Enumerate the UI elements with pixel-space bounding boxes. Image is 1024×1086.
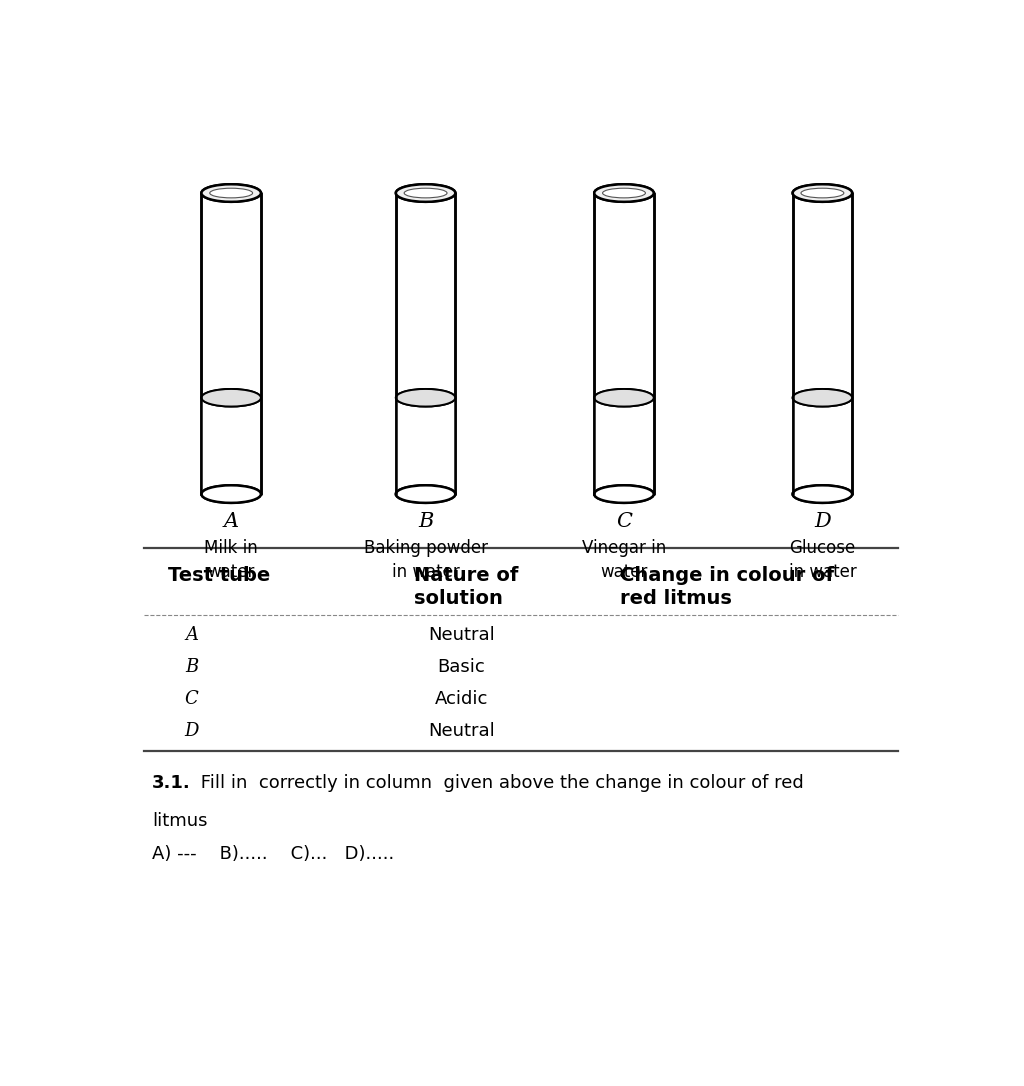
Bar <box>396 397 455 494</box>
Text: A: A <box>185 627 198 644</box>
Text: red litmus: red litmus <box>620 589 732 608</box>
Bar <box>594 193 653 494</box>
Ellipse shape <box>594 185 653 202</box>
Ellipse shape <box>801 188 844 198</box>
Text: Acidic: Acidic <box>434 690 488 708</box>
Bar <box>396 193 456 494</box>
Text: Neutral: Neutral <box>428 627 495 644</box>
Text: B: B <box>418 513 433 531</box>
Ellipse shape <box>793 389 852 406</box>
Ellipse shape <box>202 185 261 202</box>
Text: Nature of: Nature of <box>414 566 518 584</box>
Text: Basic: Basic <box>437 658 485 677</box>
Text: Milk in: Milk in <box>205 540 258 557</box>
Ellipse shape <box>202 485 261 503</box>
Ellipse shape <box>793 185 852 202</box>
Ellipse shape <box>594 185 653 202</box>
Ellipse shape <box>396 185 456 202</box>
Ellipse shape <box>396 485 456 503</box>
Text: Neutral: Neutral <box>428 722 495 740</box>
Text: water: water <box>600 563 648 581</box>
Ellipse shape <box>594 389 653 406</box>
Text: Glucose: Glucose <box>790 540 855 557</box>
Ellipse shape <box>396 185 456 202</box>
Bar <box>794 397 851 494</box>
Text: in water: in water <box>788 563 856 581</box>
Text: water: water <box>208 563 255 581</box>
Ellipse shape <box>800 188 845 199</box>
Text: Fill in  correctly in column  given above the change in colour of red: Fill in correctly in column given above … <box>196 774 804 792</box>
Ellipse shape <box>404 188 447 198</box>
Text: in water: in water <box>392 563 460 581</box>
Ellipse shape <box>403 188 447 199</box>
Ellipse shape <box>202 389 261 406</box>
Text: Vinegar in: Vinegar in <box>582 540 667 557</box>
Ellipse shape <box>793 485 852 503</box>
Bar <box>595 397 653 494</box>
Text: Test tube: Test tube <box>168 566 270 584</box>
Ellipse shape <box>793 485 852 503</box>
Ellipse shape <box>396 389 456 406</box>
Ellipse shape <box>793 389 852 406</box>
Ellipse shape <box>210 188 253 198</box>
Text: D: D <box>184 722 199 740</box>
Ellipse shape <box>202 185 261 202</box>
Bar <box>793 193 852 494</box>
Bar <box>202 397 260 494</box>
Ellipse shape <box>602 188 645 198</box>
Ellipse shape <box>793 185 852 202</box>
Text: D: D <box>814 513 830 531</box>
Text: solution: solution <box>414 589 503 608</box>
Ellipse shape <box>209 188 254 199</box>
Text: A: A <box>223 513 239 531</box>
Text: litmus: litmus <box>152 812 207 830</box>
Ellipse shape <box>202 485 261 503</box>
Ellipse shape <box>594 389 653 406</box>
Ellipse shape <box>594 485 653 503</box>
Text: C: C <box>184 690 199 708</box>
Ellipse shape <box>202 389 261 406</box>
Ellipse shape <box>396 485 456 503</box>
Bar <box>202 193 261 494</box>
Ellipse shape <box>594 485 653 503</box>
Ellipse shape <box>602 188 646 199</box>
Text: Baking powder: Baking powder <box>364 540 487 557</box>
Text: 3.1.: 3.1. <box>152 774 190 792</box>
Text: A) ---    B).....    C)...   D).....: A) --- B)..... C)... D)..... <box>152 845 394 863</box>
Text: B: B <box>185 658 198 677</box>
Text: C: C <box>616 513 632 531</box>
Text: Change in colour of: Change in colour of <box>620 566 834 584</box>
Ellipse shape <box>396 389 456 406</box>
